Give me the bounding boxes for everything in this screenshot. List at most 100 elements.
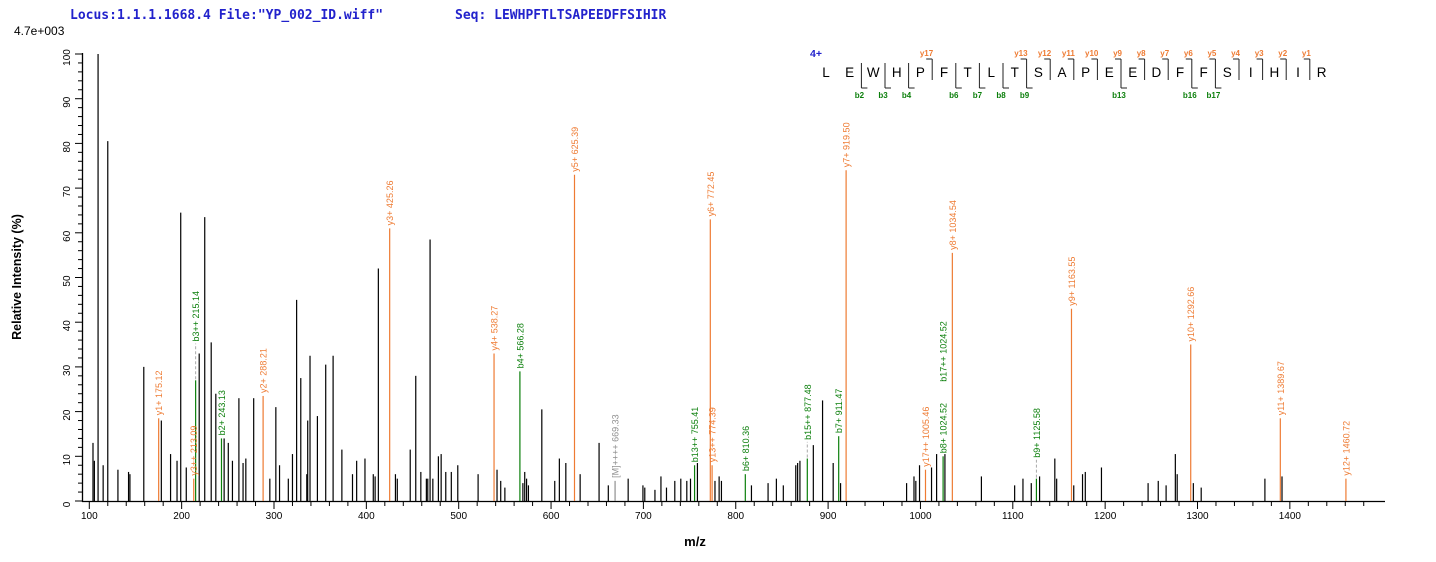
precursor-charge-label: 4+ (810, 48, 822, 60)
sequence-residue: S (1034, 65, 1043, 80)
y-ion-peak-label: y2+ 288.21 (259, 348, 269, 393)
y-ion-peak-label: y3++ 213.09 (189, 426, 199, 476)
y-ion-peak-label: y11+ 1389.67 (1276, 361, 1286, 415)
y-tick-label: 40 (62, 320, 73, 332)
spectrum-peaks (92, 54, 1347, 501)
b-ion-ladder-label: b2 (855, 91, 865, 100)
max-intensity-label: 4.7e+003 (14, 24, 65, 38)
y-ion-peak-label: y8+ 1034.54 (948, 200, 958, 250)
y-axis-title: Relative Intensity (%) (10, 214, 24, 340)
y-ion-ladder-label: y9 (1113, 49, 1122, 58)
b-ion-peak-label: b8+ 1024.52 (939, 403, 949, 453)
b-ion-ladder-label: b16 (1183, 91, 1197, 100)
y-tick-label: 60 (62, 230, 73, 242)
b-ion-ladder-label: b4 (902, 91, 912, 100)
sequence-residue: E (845, 65, 854, 80)
x-tick-label: 800 (727, 511, 744, 522)
sequence-residue: E (1128, 65, 1137, 80)
precursor-peak-label: [M]++++ 669.33 (611, 414, 621, 478)
y-tick-label: 80 (62, 141, 73, 153)
y-ion-peak-label: y10+ 1292.66 (1186, 287, 1196, 342)
sequence-residue: D (1152, 65, 1162, 80)
b-ion-ladder-label: b8 (996, 91, 1006, 100)
y-ion-ladder-label: y5 (1207, 49, 1216, 58)
y-ion-ladder-label: y12 (1038, 49, 1052, 58)
y-ion-peak-label: y4+ 538.27 (490, 306, 500, 351)
sequence-residue: H (892, 65, 902, 80)
x-tick-label: 500 (450, 511, 467, 522)
b-ion-peak-label: b6+ 810.36 (741, 426, 751, 471)
axes: 100 200 300 400 500 600 700 800 900 1000 1100 1200 1… (62, 49, 1385, 522)
x-tick-label: 200 (173, 511, 190, 522)
y-ion-ladder-label: y2 (1278, 49, 1287, 58)
b-ion-ladder-label: b6 (949, 91, 959, 100)
sequence-residue: A (1057, 65, 1066, 80)
y-ion-ladder-label: y7 (1160, 49, 1169, 58)
sequence-residue: P (1081, 65, 1090, 80)
y-ion-ladder-label: y11 (1062, 49, 1075, 58)
y-ion-peak-label: y5+ 625.39 (570, 127, 580, 172)
sequence-residue: I (1296, 65, 1300, 80)
b-ion-peak-label: b2+ 243.13 (217, 390, 227, 435)
y-ion-peak-label: y3+ 425.26 (385, 181, 395, 226)
b-ion-ladder-label: b9 (1020, 91, 1030, 100)
x-tick-label: 900 (820, 511, 837, 522)
y-ion-ladder-label: y4 (1231, 49, 1240, 58)
sequence-header-label: Seq: LEWHPFTLTSAPEEDFFSIHIR (455, 8, 666, 23)
sequence-residue: L (822, 65, 830, 80)
sequence-residue: T (1011, 65, 1019, 80)
sequence-residue: L (987, 65, 995, 80)
b-ion-ladder-label: b3 (878, 91, 888, 100)
y-ion-peak-label: y7+ 919.50 (842, 122, 852, 167)
b-ion-peak-label: b7+ 911.47 (834, 389, 844, 434)
b-ion-ladder-label: b17 (1207, 91, 1221, 100)
b-ion-peak-label: b13++ 755.41 (690, 407, 700, 463)
x-tick-label: 100 (81, 511, 98, 522)
sequence-residue: F (1176, 65, 1184, 80)
y-tick-label: 70 (62, 186, 73, 198)
sequence-residue: P (916, 65, 925, 80)
x-tick-label: 1000 (909, 511, 932, 522)
y-tick-label: 10 (62, 454, 73, 466)
y-ion-peak-label: y1+ 175.12 (154, 371, 164, 416)
y-ion-ladder-label: y3 (1255, 49, 1264, 58)
b-ion-ladder-label: b7 (973, 91, 983, 100)
y-ion-ladder-label: y1 (1302, 49, 1311, 58)
x-tick-label: 1400 (1279, 511, 1302, 522)
sequence-residue: R (1317, 65, 1327, 80)
locus-file-label: Locus:1.1.1.1668.4 File:"YP_002_ID.wiff" (70, 8, 383, 23)
y-ion-peak-label: y6+ 772.45 (706, 172, 716, 217)
y-ion-ladder-label: y17 (920, 49, 934, 58)
x-tick-label: 400 (358, 511, 375, 522)
b-ion-peak-label: b17++ 1024.52 (939, 321, 949, 382)
sequence-residue: F (940, 65, 948, 80)
peak-labels: y1+ 175.12 y3++ 213.09 b3++ 215.14 b2+ 243.… (154, 122, 1351, 477)
x-tick-label: 300 (266, 511, 283, 522)
x-tick-label: 600 (543, 511, 560, 522)
x-tick-label: 1300 (1186, 511, 1209, 522)
x-axis-title: m/z (684, 534, 706, 549)
y-ion-peak-label: y9+ 1163.55 (1067, 257, 1077, 306)
x-tick-label: 1200 (1094, 511, 1117, 522)
y-tick-label: 100 (62, 49, 73, 66)
b-ion-peak-label: b4+ 566.28 (515, 323, 525, 368)
sequence-residue: H (1270, 65, 1280, 80)
b-ion-peak-label: b15++ 877.48 (803, 384, 813, 440)
y-ion-peak-label: y12+ 1460.72 (1341, 421, 1351, 476)
y-ion-peak-label: y13++ 774.39 (708, 407, 718, 462)
y-tick-label: 30 (62, 364, 73, 376)
sequence-residue: I (1249, 65, 1253, 80)
y-tick-label: 20 (62, 409, 73, 421)
x-tick-label: 700 (635, 511, 652, 522)
y-ion-ladder-label: y10 (1085, 49, 1099, 58)
y-ion-ladder-label: y13 (1014, 49, 1028, 58)
sequence-residue: W (867, 65, 880, 80)
sequence-residue: F (1199, 65, 1207, 80)
b-ion-ladder-label: b13 (1112, 91, 1126, 100)
b-ion-peak-label: b9+ 1125.58 (1032, 408, 1042, 458)
y-tick-label: 50 (62, 275, 73, 287)
sequence-residue: S (1223, 65, 1232, 80)
